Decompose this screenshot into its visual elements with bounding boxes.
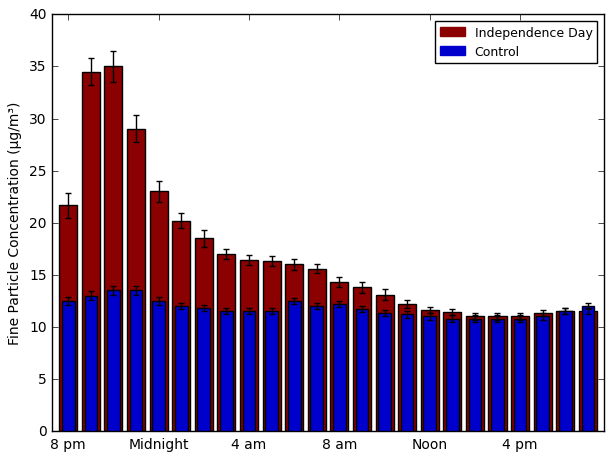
Bar <box>581 307 594 431</box>
Bar <box>195 239 213 431</box>
Bar <box>356 309 368 431</box>
Bar <box>424 317 436 431</box>
Bar <box>127 129 145 431</box>
Bar <box>353 288 371 431</box>
Bar <box>511 317 529 431</box>
Bar <box>401 315 414 431</box>
Bar <box>376 295 394 431</box>
Bar <box>285 265 303 431</box>
Bar <box>243 312 255 431</box>
Bar <box>149 192 168 431</box>
Bar <box>378 313 391 431</box>
Bar <box>152 301 165 431</box>
Bar <box>488 317 507 431</box>
Y-axis label: Fine Particle Concentration (μg/m³): Fine Particle Concentration (μg/m³) <box>9 102 22 345</box>
Bar <box>556 312 574 431</box>
Bar <box>62 301 75 431</box>
Bar <box>579 312 597 431</box>
Bar <box>130 291 143 431</box>
Bar <box>559 312 572 431</box>
Bar <box>107 291 120 431</box>
Bar <box>84 296 97 431</box>
Bar <box>513 319 526 431</box>
Bar <box>536 317 549 431</box>
Bar <box>172 221 190 431</box>
Bar <box>534 313 551 431</box>
Bar <box>198 308 210 431</box>
Bar <box>265 312 278 431</box>
Bar <box>398 304 416 431</box>
Bar <box>310 307 323 431</box>
Bar <box>330 282 348 431</box>
Bar <box>240 261 258 431</box>
Bar <box>466 317 484 431</box>
Bar <box>308 269 326 431</box>
Bar <box>175 307 187 431</box>
Bar <box>263 262 281 431</box>
Bar <box>82 73 100 431</box>
Bar <box>333 304 346 431</box>
Legend: Independence Day, Control: Independence Day, Control <box>435 22 597 64</box>
Bar <box>491 319 504 431</box>
Bar <box>420 311 439 431</box>
Bar <box>59 206 77 431</box>
Bar <box>105 67 122 431</box>
Bar <box>220 312 233 431</box>
Bar <box>469 319 481 431</box>
Bar <box>443 313 461 431</box>
Bar <box>288 301 300 431</box>
Bar <box>217 254 236 431</box>
Bar <box>446 319 458 431</box>
